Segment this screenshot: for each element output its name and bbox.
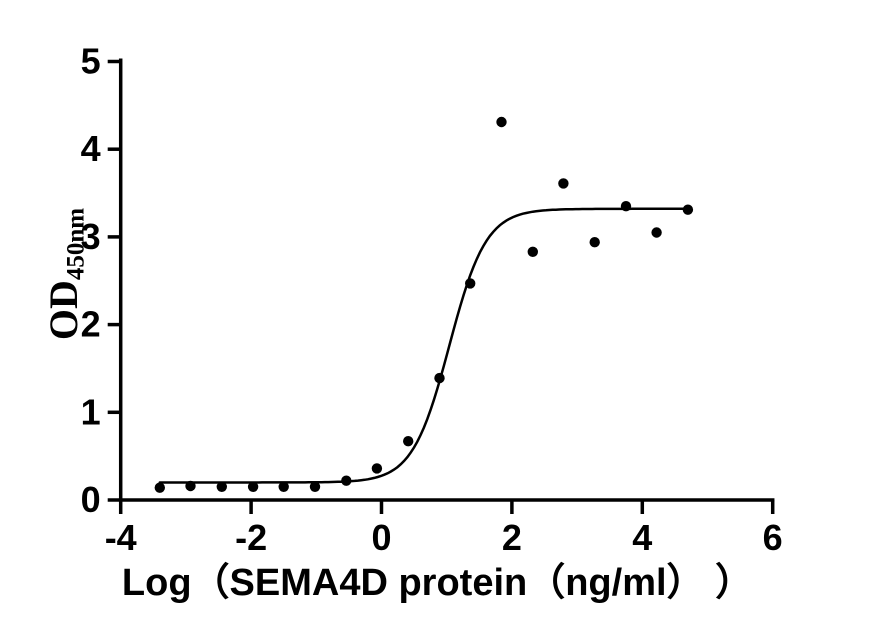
- x-tick-label: -2: [235, 517, 267, 558]
- x-tick-label: 4: [632, 517, 652, 558]
- x-tick-label: 6: [763, 517, 783, 558]
- y-tick-label: 0: [81, 479, 101, 520]
- data-point: [434, 372, 445, 384]
- x-tick-label: -4: [105, 517, 137, 558]
- data-point: [247, 481, 259, 492]
- y-tick-label: 2: [81, 304, 101, 345]
- y-tick-label: 4: [81, 128, 101, 169]
- data-point: [651, 227, 662, 238]
- data-point: [371, 463, 383, 474]
- x-axis-label: Log（SEMA4D protein（ng/ml） ）: [121, 562, 754, 604]
- y-tick-label: 3: [81, 216, 101, 257]
- y-axis-label-subscript: 450nm: [62, 207, 90, 281]
- y-tick-label: 1: [81, 391, 101, 432]
- data-point: [620, 201, 632, 212]
- data-point: [403, 436, 414, 447]
- data-point: [154, 482, 165, 493]
- y-axis-label: OD450nm: [41, 208, 89, 341]
- y-tick-label: 5: [81, 41, 101, 82]
- data-point: [216, 481, 227, 492]
- data-point: [589, 237, 600, 248]
- data-point: [465, 278, 476, 289]
- x-tick-label: 0: [371, 517, 391, 558]
- data-point: [682, 204, 694, 215]
- data-point: [527, 246, 538, 257]
- data-point: [558, 178, 569, 189]
- data-point: [309, 481, 321, 492]
- fit-curve: [158, 207, 690, 484]
- y-axis-label-main: OD: [41, 280, 86, 341]
- x-tick-label: 2: [502, 517, 522, 558]
- data-point: [185, 480, 196, 492]
- data-point: [341, 475, 352, 486]
- data-point: [278, 481, 289, 492]
- data-point: [496, 116, 507, 128]
